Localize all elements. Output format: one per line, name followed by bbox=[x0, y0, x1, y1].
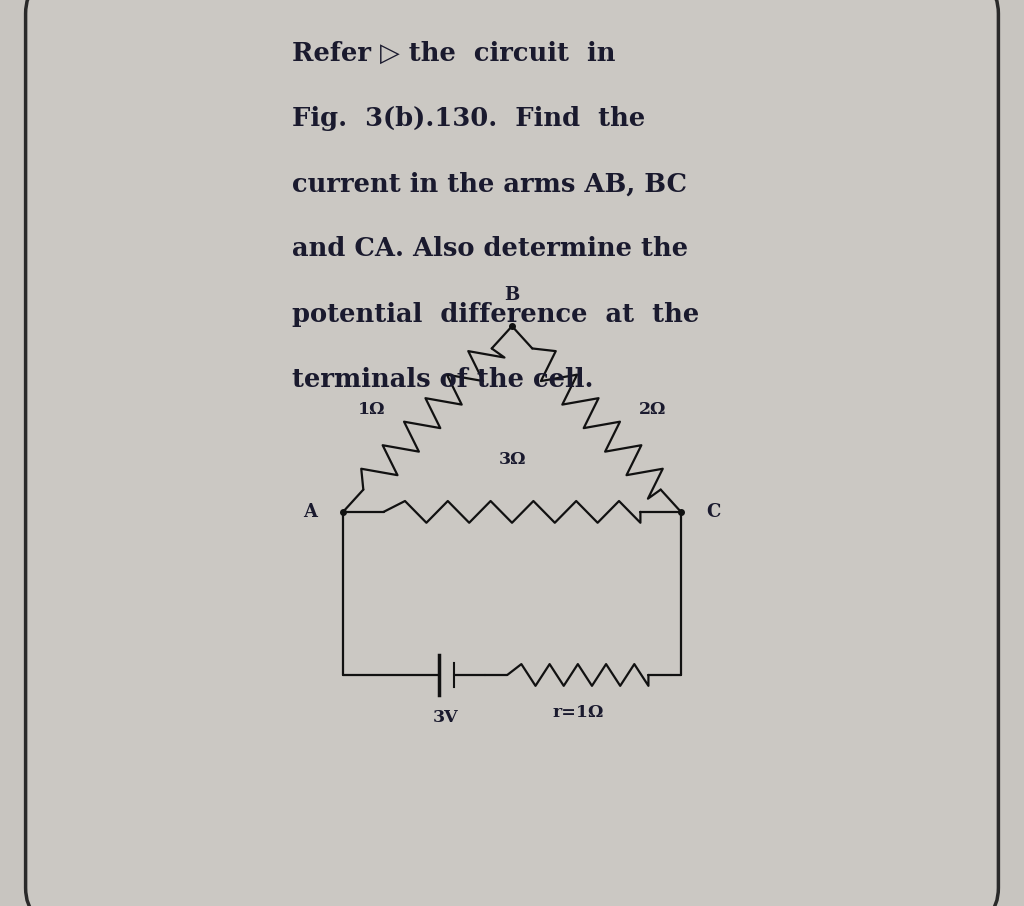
Text: r=1Ω: r=1Ω bbox=[552, 704, 603, 721]
Text: 3V: 3V bbox=[433, 709, 459, 727]
Text: C: C bbox=[707, 503, 721, 521]
Text: and CA. Also determine the: and CA. Also determine the bbox=[292, 236, 688, 262]
Text: A: A bbox=[303, 503, 317, 521]
FancyBboxPatch shape bbox=[26, 0, 998, 906]
Text: terminals of the cell.: terminals of the cell. bbox=[292, 367, 593, 392]
Text: Refer ▷ the  circuit  in: Refer ▷ the circuit in bbox=[292, 41, 615, 66]
Text: potential  difference  at  the: potential difference at the bbox=[292, 302, 699, 327]
Text: B: B bbox=[505, 285, 519, 304]
Text: 1Ω: 1Ω bbox=[357, 401, 385, 419]
Text: 3Ω: 3Ω bbox=[499, 451, 525, 468]
Text: Fig.  3(b).130.  Find  the: Fig. 3(b).130. Find the bbox=[292, 106, 645, 131]
Text: 2Ω: 2Ω bbox=[639, 401, 667, 419]
Text: current in the arms AB, BC: current in the arms AB, BC bbox=[292, 171, 687, 197]
